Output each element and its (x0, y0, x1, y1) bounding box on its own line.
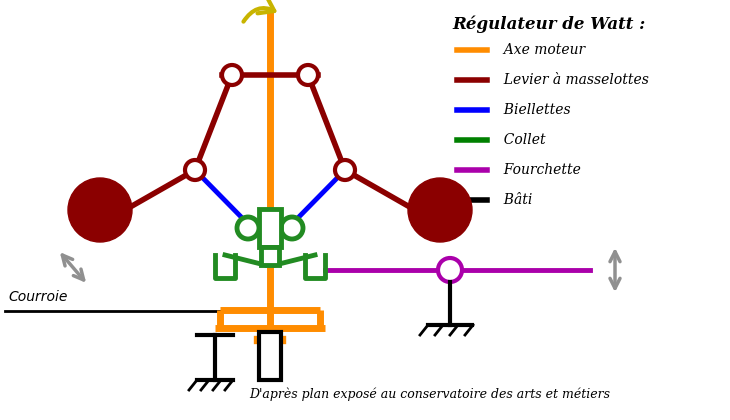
Text: Levier à masselottes: Levier à masselottes (495, 73, 649, 87)
Text: Fourchette: Fourchette (495, 163, 581, 177)
Text: Axe moteur: Axe moteur (495, 43, 585, 57)
Circle shape (408, 178, 472, 242)
Text: Bâti: Bâti (495, 193, 532, 207)
Bar (259, 209, 281, 247)
Bar (259, 332, 281, 380)
FancyArrowPatch shape (244, 0, 274, 22)
Text: Collet: Collet (495, 133, 545, 147)
Circle shape (222, 65, 242, 85)
Circle shape (185, 160, 205, 180)
Circle shape (237, 217, 259, 239)
Text: Régulateur de Watt :: Régulateur de Watt : (452, 15, 645, 32)
Text: Biellettes: Biellettes (495, 103, 571, 117)
Circle shape (438, 258, 462, 282)
Circle shape (298, 65, 318, 85)
Bar (261, 247, 279, 265)
Text: Courroie: Courroie (8, 290, 67, 304)
Circle shape (281, 217, 303, 239)
Text: D'après plan exposé au conservatoire des arts et métiers: D'après plan exposé au conservatoire des… (250, 388, 610, 401)
Circle shape (335, 160, 355, 180)
Circle shape (68, 178, 132, 242)
